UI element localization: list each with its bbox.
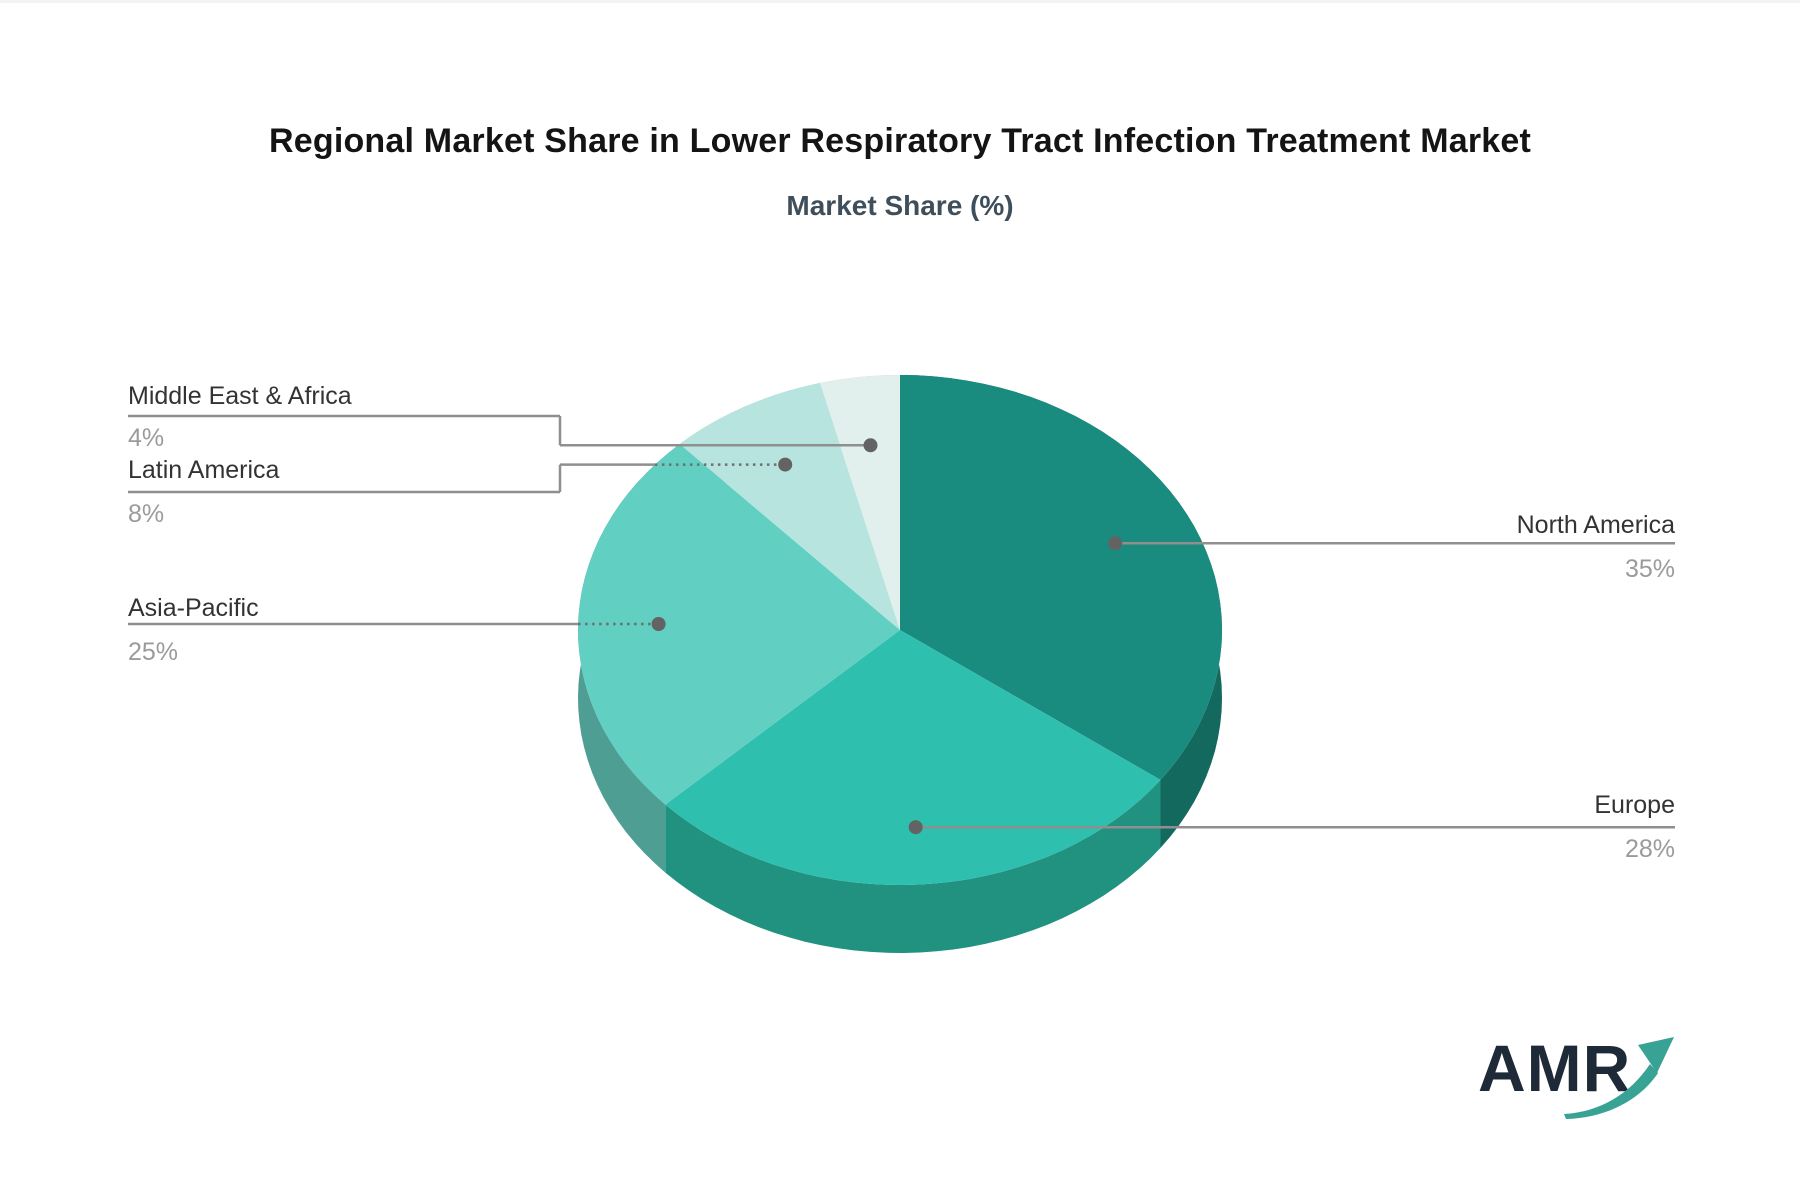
value-latin-america: 8% bbox=[128, 500, 165, 528]
label-asia-pacific: Asia-Pacific bbox=[128, 594, 259, 622]
chart-subtitle: Market Share (%) bbox=[786, 190, 1014, 221]
leader-dot-north-america bbox=[1108, 536, 1123, 551]
label-middle-east-africa: Middle East & Africa bbox=[128, 382, 352, 410]
amr-logo: AMR bbox=[1478, 1032, 1688, 1122]
leader-dot-europe bbox=[908, 820, 923, 835]
value-north-america: 35% bbox=[1624, 555, 1675, 583]
value-europe: 28% bbox=[1624, 835, 1675, 863]
pie-slice-asia-pacific[interactable] bbox=[578, 444, 900, 805]
value-middle-east-africa: 4% bbox=[128, 424, 165, 452]
amr-logo-text: AMR bbox=[1478, 1031, 1632, 1105]
chart-title: Regional Market Share in Lower Respirato… bbox=[268, 122, 1531, 160]
pie-slice-north-america[interactable] bbox=[900, 375, 1222, 780]
leader-dot-latin-america bbox=[778, 457, 793, 472]
pie-slice-europe[interactable] bbox=[665, 630, 1161, 885]
amr-logo-arrow-icon bbox=[1564, 1037, 1674, 1119]
label-europe: Europe bbox=[1594, 791, 1675, 819]
value-asia-pacific: 25% bbox=[128, 638, 179, 666]
pie-slice-middle-east-africa[interactable] bbox=[819, 375, 900, 630]
leader-dot-asia-pacific bbox=[651, 617, 666, 631]
top-border bbox=[0, 0, 1800, 3]
label-north-america: North America bbox=[1516, 511, 1675, 539]
leader-dot-middle-east-africa bbox=[863, 438, 878, 453]
label-latin-america: Latin America bbox=[128, 456, 280, 484]
pie-slice-side-europe bbox=[665, 779, 1161, 953]
